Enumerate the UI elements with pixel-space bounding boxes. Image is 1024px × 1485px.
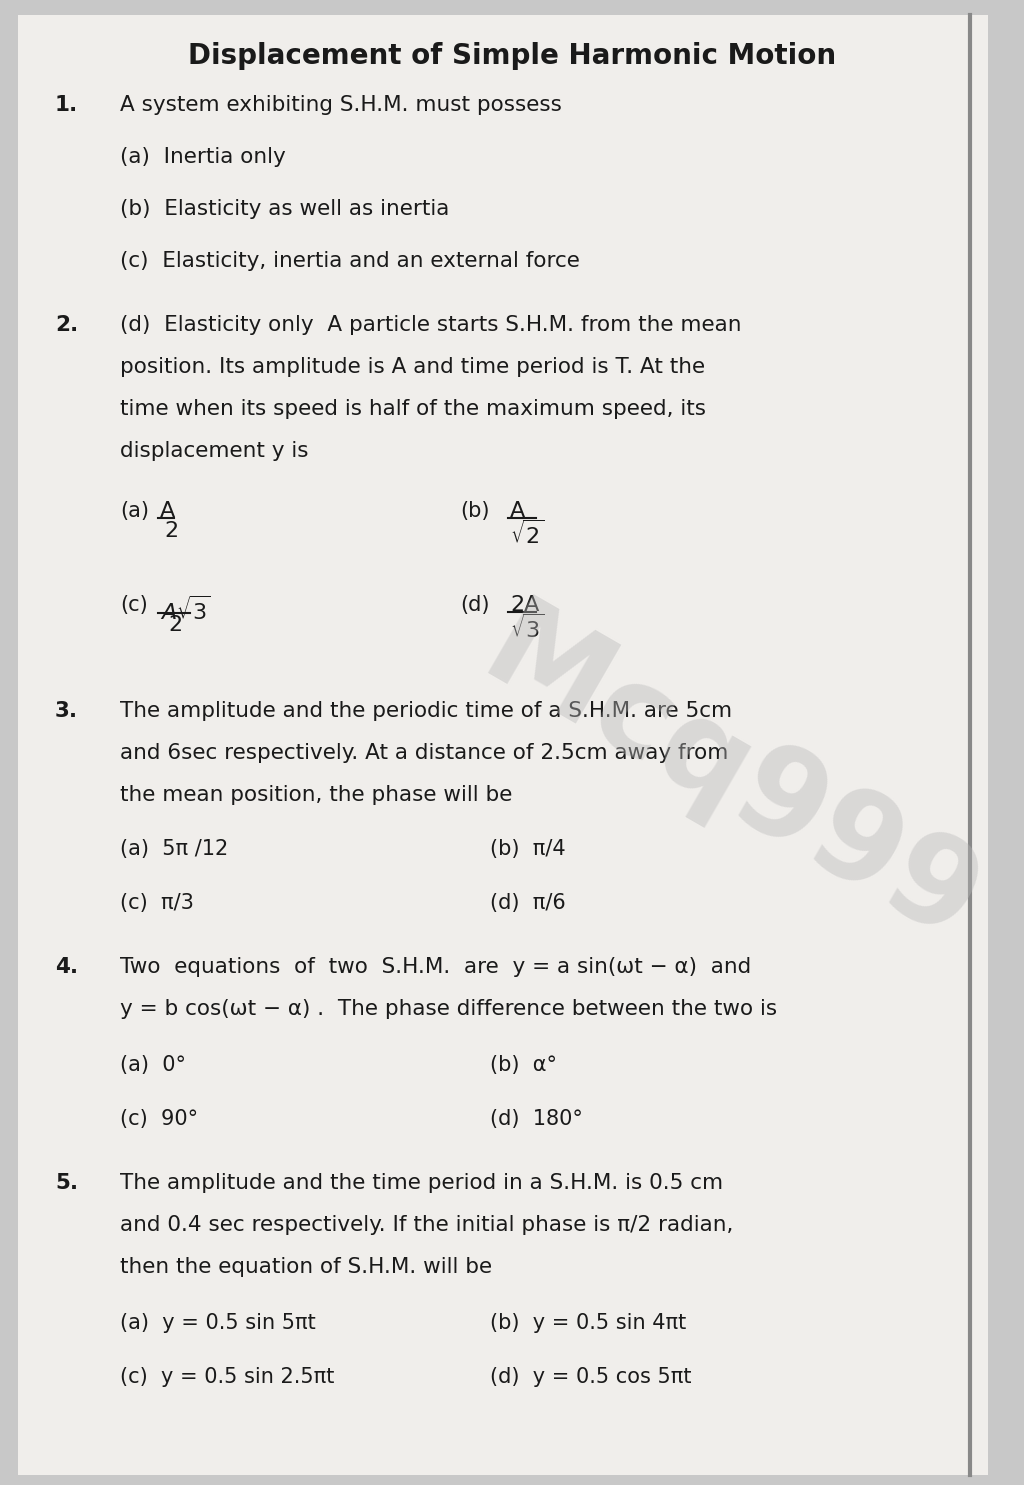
Text: (b): (b): [460, 500, 489, 521]
Text: $\sqrt{3}$: $\sqrt{3}$: [510, 613, 545, 642]
Text: (d)  y = 0.5 cos 5πt: (d) y = 0.5 cos 5πt: [490, 1368, 691, 1387]
Text: 3.: 3.: [55, 701, 78, 722]
Text: (a)  Inertia only: (a) Inertia only: [120, 147, 286, 166]
Text: (b)  Elasticity as well as inertia: (b) Elasticity as well as inertia: [120, 199, 450, 218]
Text: (a)  0°: (a) 0°: [120, 1054, 186, 1075]
Text: Two  equations  of  two  S.H.M.  are  y = a sin(ωt − α)  and: Two equations of two S.H.M. are y = a si…: [120, 956, 752, 977]
Text: A: A: [160, 500, 175, 521]
Text: (a)  5π /12: (a) 5π /12: [120, 839, 228, 858]
Text: (d)  180°: (d) 180°: [490, 1109, 583, 1129]
Text: position. Its amplitude is A and time period is T. At the: position. Its amplitude is A and time pe…: [120, 356, 706, 377]
Text: (c)  90°: (c) 90°: [120, 1109, 198, 1129]
Text: 2: 2: [169, 615, 183, 636]
Text: 2.: 2.: [55, 315, 78, 336]
Text: The amplitude and the periodic time of a S.H.M. are 5cm: The amplitude and the periodic time of a…: [120, 701, 732, 722]
Text: then the equation of S.H.M. will be: then the equation of S.H.M. will be: [120, 1256, 493, 1277]
Text: Displacement of Simple Harmonic Motion: Displacement of Simple Harmonic Motion: [188, 42, 836, 70]
Text: 4.: 4.: [55, 956, 78, 977]
Text: (a): (a): [120, 500, 150, 521]
Text: 2: 2: [164, 521, 178, 541]
Text: (d)  π/6: (d) π/6: [490, 892, 565, 913]
Text: (b)  π/4: (b) π/4: [490, 839, 565, 858]
Text: (b)  α°: (b) α°: [490, 1054, 557, 1075]
Text: (a)  y = 0.5 sin 5πt: (a) y = 0.5 sin 5πt: [120, 1313, 315, 1334]
Text: time when its speed is half of the maximum speed, its: time when its speed is half of the maxim…: [120, 399, 706, 419]
Text: A system exhibiting S.H.M. must possess: A system exhibiting S.H.M. must possess: [120, 95, 562, 114]
Text: y = b cos(ωt − α) .  The phase difference between the two is: y = b cos(ωt − α) . The phase difference…: [120, 999, 777, 1019]
Text: the mean position, the phase will be: the mean position, the phase will be: [120, 786, 512, 805]
Text: displacement y is: displacement y is: [120, 441, 308, 460]
Text: 5.: 5.: [55, 1173, 78, 1192]
Text: $\sqrt{2}$: $\sqrt{2}$: [510, 520, 545, 548]
Text: (c)  π/3: (c) π/3: [120, 892, 194, 913]
Text: and 6sec respectively. At a distance of 2.5cm away from: and 6sec respectively. At a distance of …: [120, 742, 728, 763]
Text: (c)  Elasticity, inertia and an external force: (c) Elasticity, inertia and an external …: [120, 251, 580, 270]
Text: 2A: 2A: [510, 595, 540, 615]
Text: (c): (c): [120, 595, 147, 615]
Text: (b)  y = 0.5 sin 4πt: (b) y = 0.5 sin 4πt: [490, 1313, 686, 1334]
Text: (c)  y = 0.5 sin 2.5πt: (c) y = 0.5 sin 2.5πt: [120, 1368, 335, 1387]
FancyBboxPatch shape: [18, 15, 988, 1475]
Text: Mcq999: Mcq999: [462, 591, 998, 970]
Text: (d): (d): [460, 595, 489, 615]
Text: The amplitude and the time period in a S.H.M. is 0.5 cm: The amplitude and the time period in a S…: [120, 1173, 723, 1192]
Text: $A\sqrt{3}$: $A\sqrt{3}$: [160, 595, 211, 624]
Text: 1.: 1.: [55, 95, 78, 114]
Text: A: A: [510, 500, 525, 521]
Text: and 0.4 sec respectively. If the initial phase is π/2 radian,: and 0.4 sec respectively. If the initial…: [120, 1215, 733, 1236]
Text: (d)  Elasticity only  A particle starts S.H.M. from the mean: (d) Elasticity only A particle starts S.…: [120, 315, 741, 336]
